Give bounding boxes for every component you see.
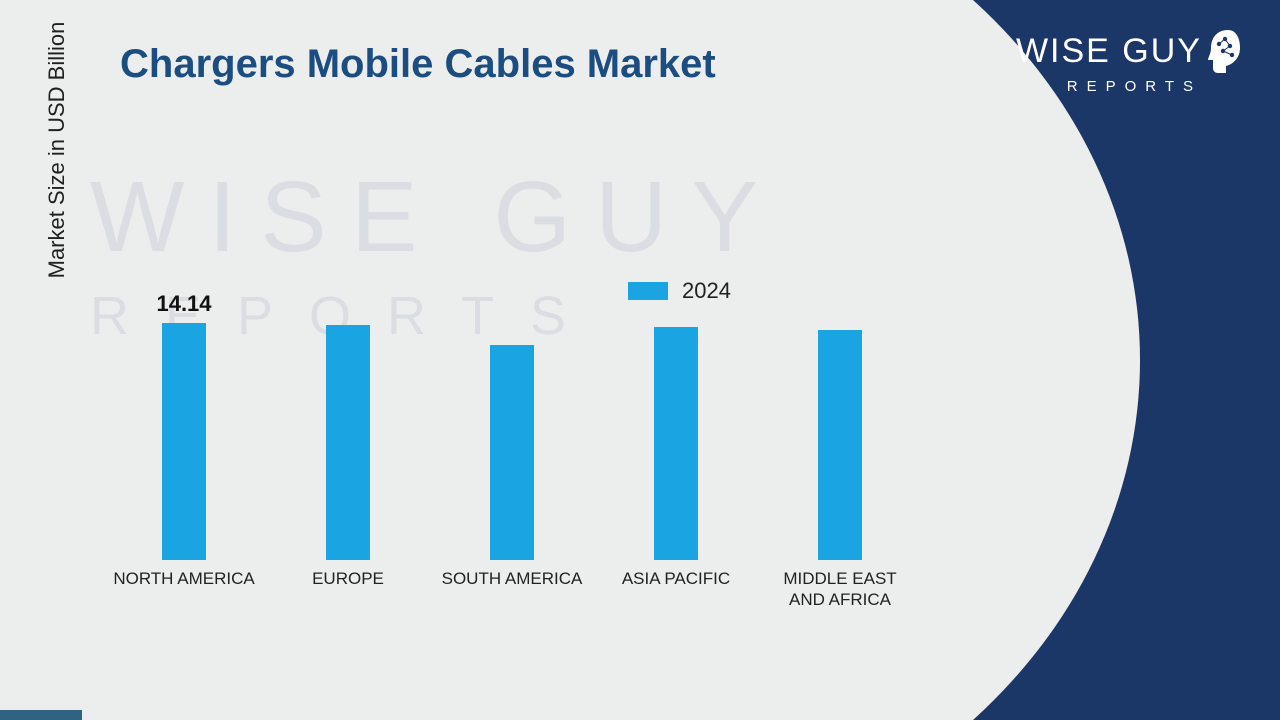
bar [654,327,698,560]
brand-logo: WISE GUY REPORTS [1016,28,1244,95]
bar [326,325,370,560]
bar [818,330,862,560]
bar-chart: 14.14NORTH AMERICAEUROPESOUTH AMERICAASI… [120,300,940,560]
chart-title: Chargers Mobile Cables Market [120,42,716,87]
y-axis-label: Market Size in USD Billion [44,0,70,360]
category-label: EUROPE [273,568,423,589]
brand-line2: REPORTS [1016,78,1202,95]
category-label: MIDDLE EAST AND AFRICA [765,568,915,611]
bar [490,345,534,560]
brand-head-icon [1208,28,1244,74]
category-label: ASIA PACIFIC [601,568,751,589]
brand-line1: WISE GUY [1016,32,1202,71]
bottom-accent-bar [0,710,82,720]
bar-value-label: 14.14 [124,291,244,317]
bar [162,323,206,560]
category-label: SOUTH AMERICA [437,568,587,589]
infographic-canvas: WISE GUY REPORTS WISE GUY REPORTS Charge… [0,0,1280,720]
legend-swatch [628,282,668,300]
category-label: NORTH AMERICA [109,568,259,589]
